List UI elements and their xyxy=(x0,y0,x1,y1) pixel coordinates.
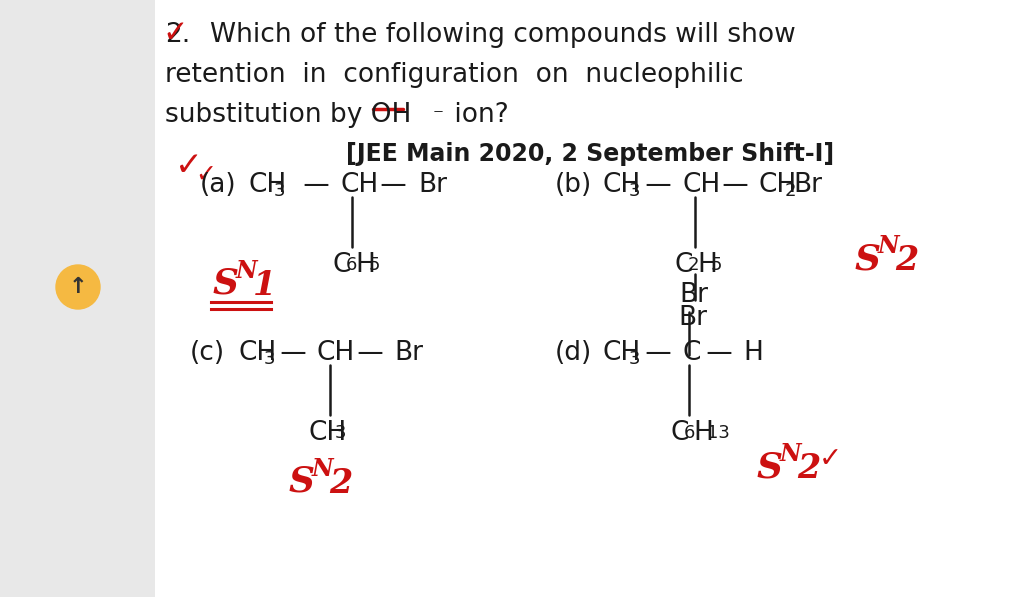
Text: H: H xyxy=(693,420,713,446)
Text: C: C xyxy=(332,252,350,278)
Text: N: N xyxy=(878,234,900,258)
Text: C: C xyxy=(682,340,700,366)
Text: N: N xyxy=(236,259,258,283)
Text: 3: 3 xyxy=(629,350,640,368)
Text: CH: CH xyxy=(317,340,355,366)
Text: CH: CH xyxy=(603,340,641,366)
Text: 3: 3 xyxy=(264,350,275,368)
Text: —: — xyxy=(349,340,392,366)
Text: CH: CH xyxy=(759,172,798,198)
Text: 2: 2 xyxy=(688,256,699,274)
Text: ion?: ion? xyxy=(446,102,509,128)
Circle shape xyxy=(56,265,100,309)
Text: 1: 1 xyxy=(253,269,276,302)
Text: —: — xyxy=(714,172,757,198)
Text: N: N xyxy=(780,442,802,466)
Text: —: — xyxy=(272,340,315,366)
Text: —: — xyxy=(637,172,680,198)
Text: —: — xyxy=(698,340,741,366)
Text: CH: CH xyxy=(603,172,641,198)
Text: 5: 5 xyxy=(369,256,381,274)
Text: (c): (c) xyxy=(190,340,225,366)
Text: 6: 6 xyxy=(684,424,695,442)
Text: C: C xyxy=(670,420,688,446)
Text: H: H xyxy=(697,252,717,278)
Text: 2: 2 xyxy=(329,467,352,500)
Text: —: — xyxy=(295,172,338,198)
Text: CH: CH xyxy=(682,172,720,198)
Text: C: C xyxy=(674,252,692,278)
Text: Br: Br xyxy=(679,282,708,308)
Text: CH: CH xyxy=(248,172,287,198)
Text: (a): (a) xyxy=(200,172,237,198)
Text: Br: Br xyxy=(678,305,707,331)
Text: CH: CH xyxy=(340,172,378,198)
Text: 2: 2 xyxy=(785,182,797,200)
Text: 6: 6 xyxy=(346,256,357,274)
Text: CH: CH xyxy=(238,340,276,366)
Text: H: H xyxy=(743,340,763,366)
Text: 13: 13 xyxy=(707,424,730,442)
Text: H: H xyxy=(355,252,375,278)
Text: 2: 2 xyxy=(895,244,919,277)
Text: ↑: ↑ xyxy=(69,277,87,297)
Bar xyxy=(0,0,155,597)
Text: Br: Br xyxy=(394,340,423,366)
Text: ✓: ✓ xyxy=(175,149,203,182)
Text: 5: 5 xyxy=(711,256,723,274)
Text: Br: Br xyxy=(418,172,447,198)
Text: ✓: ✓ xyxy=(162,19,187,48)
Text: 2: 2 xyxy=(797,452,820,485)
Text: N: N xyxy=(312,457,334,481)
Text: Which of the following compounds will show: Which of the following compounds will sh… xyxy=(210,22,796,48)
Text: CH: CH xyxy=(309,420,347,446)
Text: S: S xyxy=(213,267,240,301)
Text: 2.: 2. xyxy=(165,22,190,48)
Text: (b): (b) xyxy=(555,172,592,198)
Text: ✓: ✓ xyxy=(195,163,216,187)
Text: substitution by OH: substitution by OH xyxy=(165,102,412,128)
Text: 3: 3 xyxy=(335,424,346,442)
Text: 3: 3 xyxy=(274,182,286,200)
Text: —: — xyxy=(372,172,415,198)
Text: [JEE Main 2020, 2 September Shift-I]: [JEE Main 2020, 2 September Shift-I] xyxy=(346,142,835,166)
Text: S: S xyxy=(855,242,881,276)
Text: S: S xyxy=(757,450,783,484)
Text: S: S xyxy=(289,465,315,499)
Text: 3: 3 xyxy=(629,182,640,200)
Text: Br: Br xyxy=(793,172,822,198)
Text: ✓: ✓ xyxy=(819,445,843,473)
Text: (d): (d) xyxy=(555,340,592,366)
Text: ⁻: ⁻ xyxy=(433,106,444,126)
Text: retention  in  configuration  on  nucleophilic: retention in configuration on nucleophil… xyxy=(165,62,743,88)
Text: —: — xyxy=(637,340,680,366)
